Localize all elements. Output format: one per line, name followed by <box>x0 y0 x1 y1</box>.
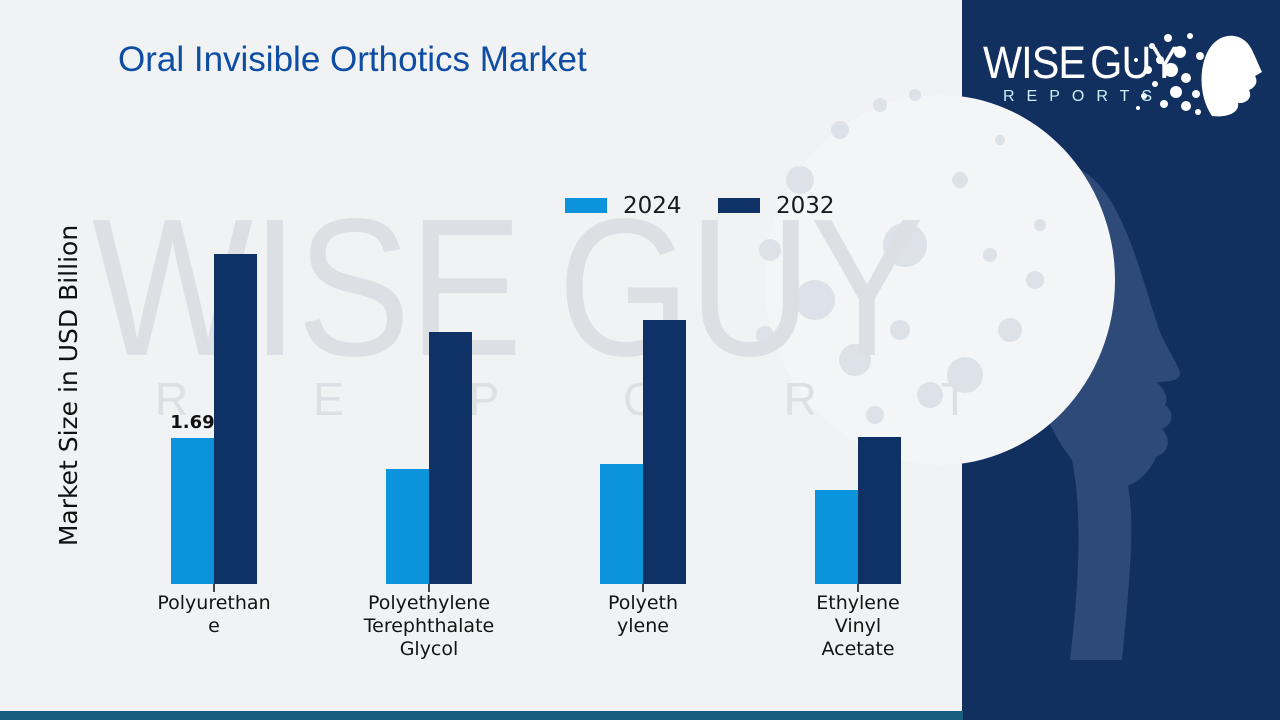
legend-label-2024: 2024 <box>623 193 682 219</box>
x-axis-tick <box>857 584 859 592</box>
category-label: Polyeth <box>607 592 679 614</box>
category-label: ylene <box>617 615 669 637</box>
category-label: Acetate <box>821 638 895 660</box>
bar-2032-ethylene-vinyl-acetate <box>858 437 901 584</box>
y-axis-label-wrap: Market Size in USD Billion <box>40 185 98 585</box>
logo-head-icon <box>1134 33 1262 117</box>
category-label: Ethylene <box>816 592 900 614</box>
x-axis-tick <box>213 584 215 592</box>
bar-2024-polyethylene <box>600 464 643 584</box>
bar-2024-ethylene-vinyl-acetate <box>815 490 858 584</box>
category-label: Vinyl <box>834 615 882 637</box>
bar-2024-polyurethane <box>171 438 214 584</box>
legend-swatch-2032 <box>718 198 760 213</box>
legend-swatch-2024 <box>565 198 607 213</box>
bottom-accent-strip <box>0 711 963 720</box>
bar-2032-polyurethane <box>214 254 257 584</box>
category-label: Polyurethan <box>157 592 271 614</box>
category-label: Terephthalate <box>363 615 495 637</box>
category-label: Polyethylene <box>367 592 491 614</box>
logo-reports-wordmark: REPORTS <box>1003 88 1165 105</box>
y-axis-label: Market Size in USD Billion <box>54 224 84 546</box>
dotted-sphere <box>756 89 1115 465</box>
bar-2024-polyethylene-terephthalate-glycol <box>386 469 429 584</box>
x-axis-tick <box>428 584 430 592</box>
category-label: e <box>208 615 220 637</box>
logo-wordmark: WISE GUY <box>983 37 1178 88</box>
category-label: Glycol <box>399 638 459 660</box>
bar-2032-polyethylene-terephthalate-glycol <box>429 332 472 584</box>
chart-title: Oral Invisible Orthotics Market <box>118 40 587 79</box>
legend-label-2032: 2032 <box>776 193 835 219</box>
x-axis-tick <box>642 584 644 592</box>
bar-2032-polyethylene <box>643 320 686 584</box>
data-label-1-69: 1.69 <box>170 412 215 433</box>
